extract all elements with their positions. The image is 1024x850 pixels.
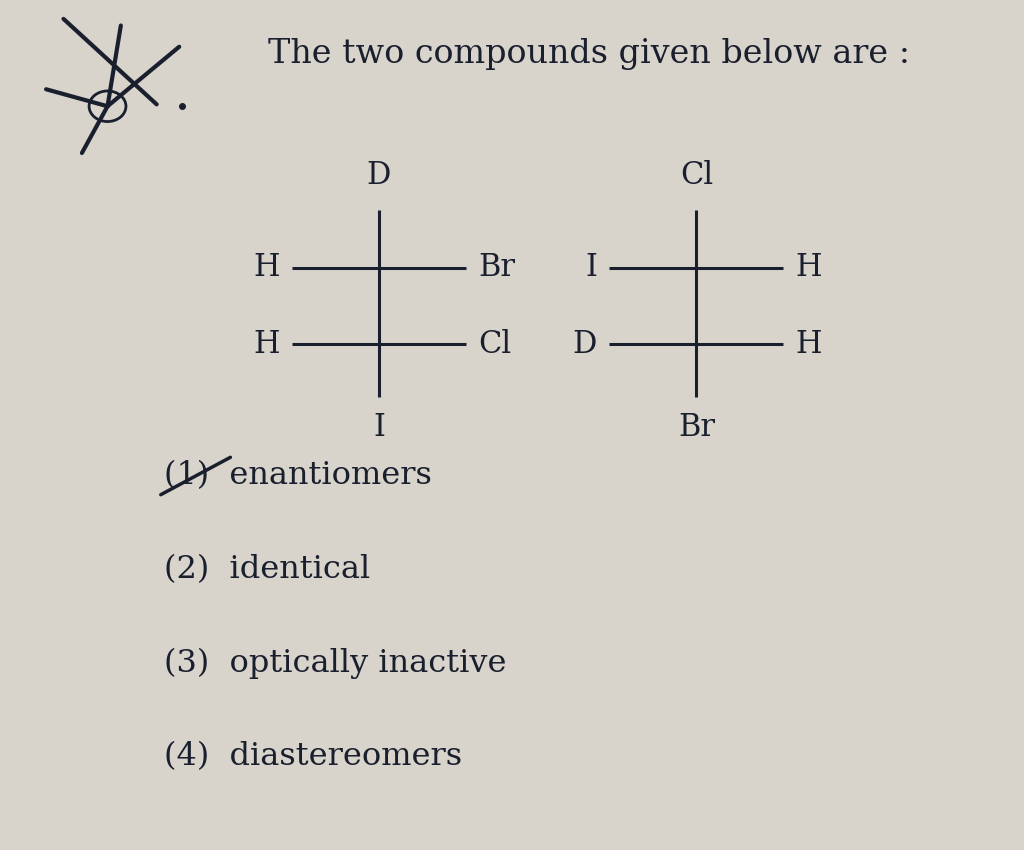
- Text: Cl: Cl: [680, 161, 713, 191]
- Text: (3)  optically inactive: (3) optically inactive: [164, 648, 506, 678]
- Text: (2)  identical: (2) identical: [164, 554, 370, 585]
- Text: Br: Br: [478, 252, 515, 283]
- Text: Cl: Cl: [478, 329, 511, 360]
- Text: Br: Br: [678, 412, 715, 443]
- Text: (1)  enantiomers: (1) enantiomers: [164, 461, 432, 491]
- Text: I: I: [373, 412, 385, 443]
- Text: H: H: [796, 252, 822, 283]
- Text: (4)  diastereomers: (4) diastereomers: [164, 741, 462, 772]
- Text: H: H: [253, 252, 280, 283]
- Text: The two compounds given below are :: The two compounds given below are :: [267, 38, 910, 71]
- Text: D: D: [572, 329, 597, 360]
- Text: D: D: [367, 161, 391, 191]
- Text: H: H: [253, 329, 280, 360]
- Text: H: H: [796, 329, 822, 360]
- Text: I: I: [585, 252, 597, 283]
